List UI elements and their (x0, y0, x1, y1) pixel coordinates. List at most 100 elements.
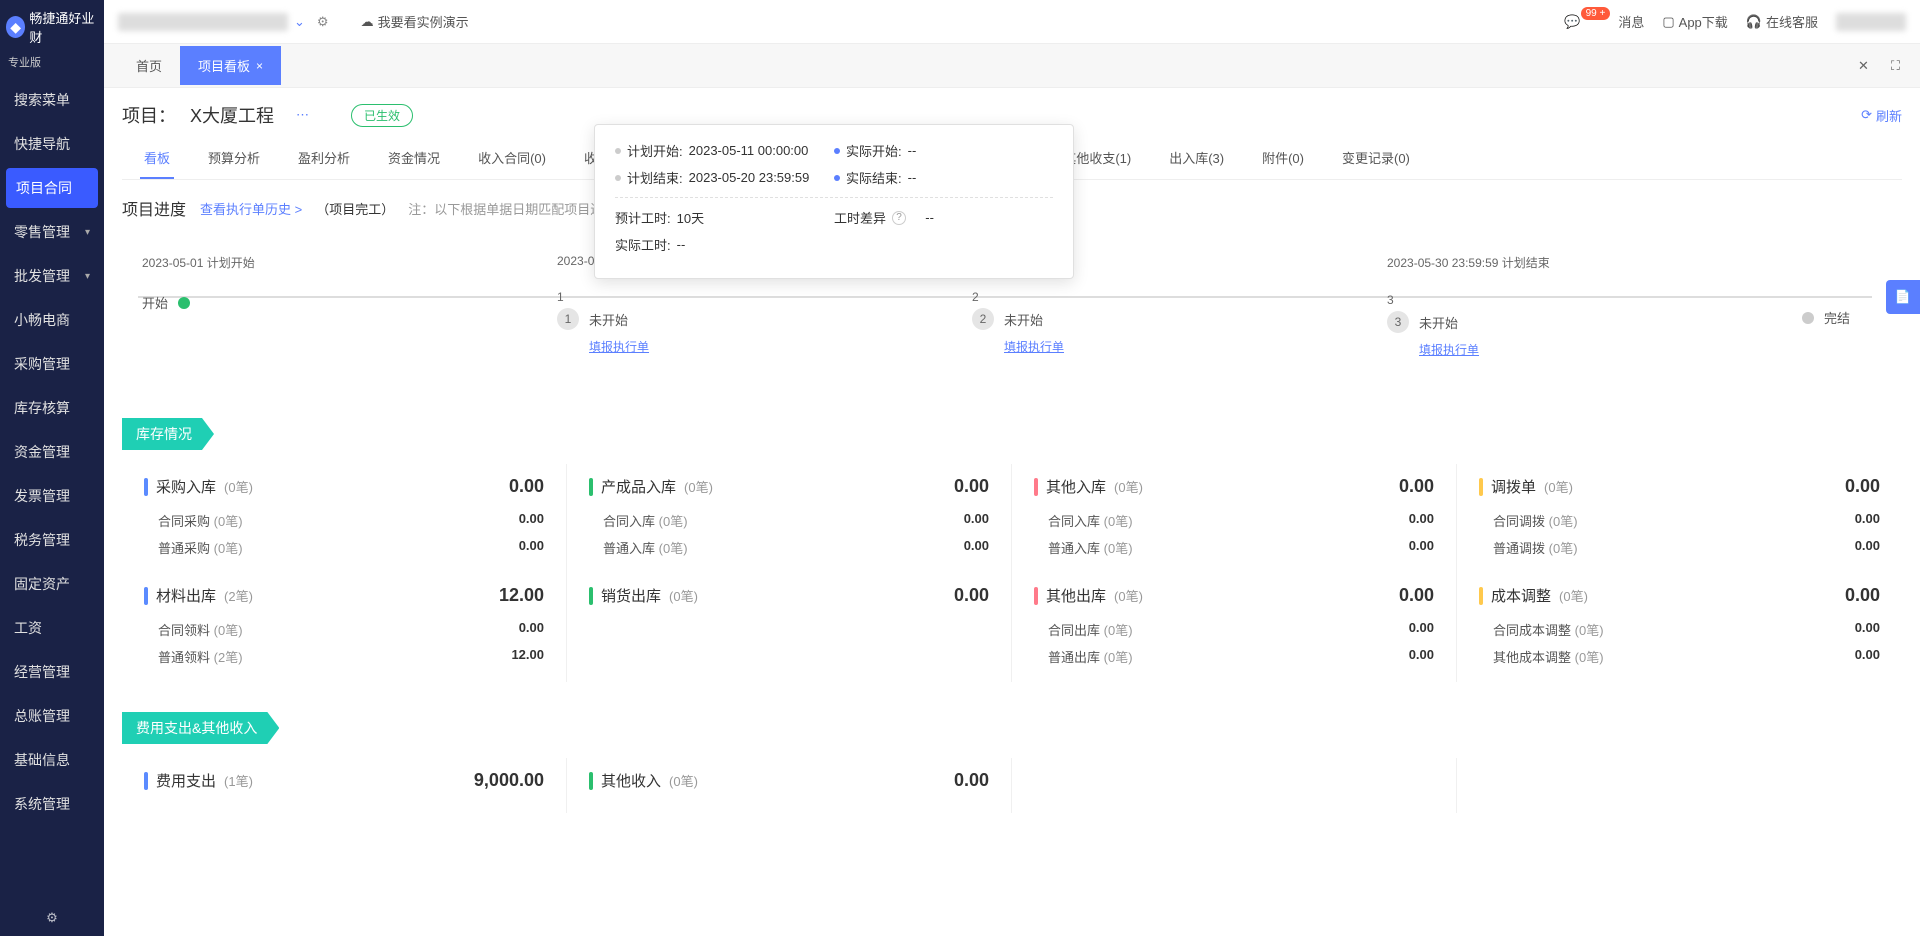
sidebar-invoice[interactable]: 发票管理 (0, 474, 104, 518)
inventory-cell: 其他收入(0笔)0.00 (567, 758, 1012, 813)
inv-sub-row: 合同领料 (0笔)0.00 (144, 616, 544, 643)
subnav-inout[interactable]: 出入库(3) (1165, 138, 1228, 179)
phone-icon: ▢ (1662, 14, 1674, 30)
sidebar-salary[interactable]: 工资 (0, 606, 104, 650)
sidebar-contract[interactable]: 项目合同 (6, 168, 98, 208)
sidebar-ledger[interactable]: 总账管理 (0, 694, 104, 738)
inv-count: (0笔) (669, 771, 698, 790)
sidebar-stock[interactable]: 库存核算 (0, 386, 104, 430)
inv-title: 销货出库 (601, 585, 661, 606)
subnav-fund[interactable]: 资金情况 (384, 138, 444, 179)
inv-sub-row: 合同入库 (0笔)0.00 (1034, 507, 1434, 534)
inv-sub-row: 普通调拨 (0笔)0.00 (1479, 534, 1880, 561)
sidebar-wholesale[interactable]: 批发管理▾ (0, 254, 104, 298)
project-label: 项目： (122, 102, 176, 128)
subnav-budget[interactable]: 预算分析 (204, 138, 264, 179)
fullscreen-icon[interactable]: ⛶ (1885, 54, 1906, 78)
sidebar-search[interactable]: 搜索菜单 (0, 78, 104, 122)
inv-value: 0.00 (954, 585, 989, 606)
color-bar-icon (589, 587, 593, 605)
gear-icon[interactable]: ⚙ (46, 910, 58, 926)
popup-est-hours-value: 10天 (677, 208, 704, 227)
popup-actual-start-label: 实际开始: (846, 141, 902, 160)
refresh-button[interactable]: ⟳ 刷新 (1861, 106, 1902, 125)
timeline-end-label: 完结 (1824, 308, 1850, 327)
timeline-date-end: 2023-05-30 23:59:59 计划结束 (1387, 254, 1802, 271)
customer-service-link[interactable]: 🎧 在线客服 (1746, 12, 1818, 31)
fill-link-1[interactable]: 填报执行单 (589, 340, 649, 354)
more-icon[interactable]: ⋯ (288, 103, 317, 127)
inv-sub-row: 普通出库 (0笔)0.00 (1034, 643, 1434, 670)
fill-link-3[interactable]: 填报执行单 (1419, 343, 1479, 357)
sidebar-operation[interactable]: 经营管理 (0, 650, 104, 694)
avatar-blurred[interactable] (1836, 13, 1906, 31)
subnav-changelog[interactable]: 变更记录(0) (1338, 138, 1414, 179)
inv-value: 12.00 (499, 585, 544, 606)
fill-link-2[interactable]: 填报执行单 (1004, 340, 1064, 354)
inv-title: 其他入库 (1046, 476, 1106, 497)
settings-icon[interactable]: ⚙ (317, 14, 329, 30)
headset-icon: 🎧 (1746, 14, 1762, 30)
popup-actual-end-label: 实际结束: (846, 168, 902, 187)
timeline-status-2: 未开始 (1004, 310, 1043, 329)
popup-est-hours-label: 预计工时: (615, 208, 671, 227)
close-all-icon[interactable]: ✕ (1852, 54, 1875, 78)
topbar: ⌄ ⚙ ☁ 我要看实例演示 💬 99 + 消息 ▢ App下载 🎧 (104, 0, 1920, 44)
popup-diff-label: 工时差异 (834, 208, 886, 227)
org-selector[interactable]: ⌄ (118, 13, 305, 31)
history-link[interactable]: 查看执行单历史 > (200, 199, 302, 218)
inv-sub-row: 普通领料 (2笔)12.00 (144, 643, 544, 670)
subnav-kanban[interactable]: 看板 (140, 138, 174, 179)
tab-home[interactable]: 首页 (118, 46, 180, 85)
inv-title: 费用支出 (156, 770, 216, 791)
timeline-status-1: 未开始 (589, 310, 628, 329)
inv-sub-row: 普通采购 (0笔)0.00 (144, 534, 544, 561)
demo-link[interactable]: ☁ 我要看实例演示 (361, 12, 469, 31)
inv-sub-row: 合同调拨 (0笔)0.00 (1479, 507, 1880, 534)
chevron-down-icon: ▾ (85, 227, 90, 238)
inventory-cell: 销货出库(0笔)0.00 (567, 573, 1012, 682)
inv-sub-row: 普通入库 (0笔)0.00 (589, 534, 989, 561)
tab-project-board[interactable]: 项目看板 × (180, 46, 281, 85)
inv-sub-row: 合同入库 (0笔)0.00 (589, 507, 989, 534)
brand-name: 畅捷通好业财 (29, 8, 98, 46)
color-bar-icon (1479, 587, 1483, 605)
popup-diff-value: -- (925, 210, 934, 225)
sidebar-tax[interactable]: 税务管理 (0, 518, 104, 562)
sidebar-system[interactable]: 系统管理 (0, 782, 104, 826)
subnav-income[interactable]: 收入合同(0) (474, 138, 550, 179)
sidebar-quicknav[interactable]: 快捷导航 (0, 122, 104, 166)
subnav-attach[interactable]: 附件(0) (1258, 138, 1308, 179)
sidebar-fund[interactable]: 资金管理 (0, 430, 104, 474)
progress-hint: 注：以下根据单据日期匹配项目进度 (408, 199, 616, 218)
sidebar-asset[interactable]: 固定资产 (0, 562, 104, 606)
cloud-icon: ☁ (361, 14, 374, 30)
help-icon[interactable]: ? (892, 211, 906, 225)
inv-count: (2笔) (224, 586, 253, 605)
progress-tooltip: 计划开始: 2023-05-11 00:00:00 实际开始: -- 计划结束:… (594, 124, 1074, 279)
inventory-cell: 调拨单(0笔)0.00合同调拨 (0笔)0.00普通调拨 (0笔)0.00 (1457, 464, 1902, 573)
sidebar-base[interactable]: 基础信息 (0, 738, 104, 782)
popup-actual-end-value: -- (908, 170, 917, 185)
expense-grid: 费用支出(1笔)9,000.00其他收入(0笔)0.00 (122, 758, 1902, 813)
sidebar-purchase[interactable]: 采购管理 (0, 342, 104, 386)
chevron-down-icon: ⌄ (294, 14, 305, 30)
close-icon[interactable]: × (256, 59, 263, 73)
inv-value: 0.00 (954, 476, 989, 497)
subnav-profit[interactable]: 盈利分析 (294, 138, 354, 179)
sidebar-xiaochang[interactable]: 小畅电商 (0, 298, 104, 342)
inv-count: (0笔) (684, 477, 713, 496)
inv-title: 其他收入 (601, 770, 661, 791)
inv-title: 采购入库 (156, 476, 216, 497)
floating-action-button[interactable]: 📄 (1886, 280, 1920, 314)
color-bar-icon (1479, 478, 1483, 496)
timeline-node-2: 2 (972, 308, 994, 330)
messages-link[interactable]: 💬 99 + 消息 (1564, 12, 1644, 31)
refresh-icon: ⟳ (1861, 107, 1872, 123)
color-bar-icon (1034, 587, 1038, 605)
sidebar-retail[interactable]: 零售管理▾ (0, 210, 104, 254)
inv-sub-row: 其他成本调整 (0笔)0.00 (1479, 643, 1880, 670)
inventory-grid: 采购入库(0笔)0.00合同采购 (0笔)0.00普通采购 (0笔)0.00产成… (122, 464, 1902, 682)
app-download-link[interactable]: ▢ App下载 (1662, 12, 1727, 31)
timeline-start-dot (178, 297, 190, 309)
